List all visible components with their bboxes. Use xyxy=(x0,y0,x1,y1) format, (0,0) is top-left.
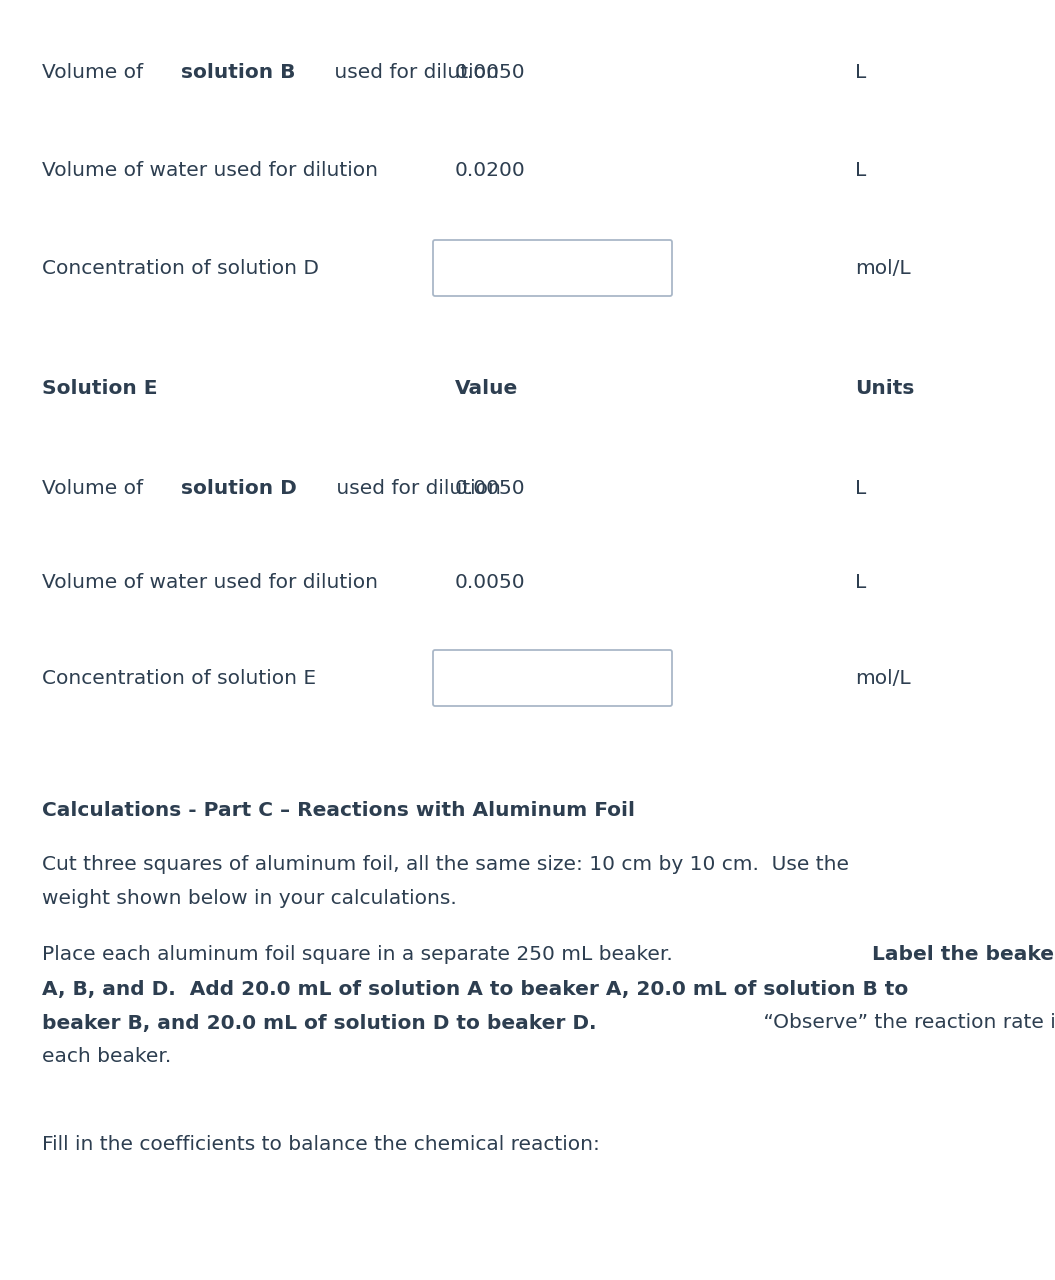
Text: beaker B, and 20.0 mL of solution D to beaker D.: beaker B, and 20.0 mL of solution D to b… xyxy=(42,1014,596,1033)
Text: Cut three squares of aluminum foil, all the same size: 10 cm by 10 cm.  Use the: Cut three squares of aluminum foil, all … xyxy=(42,855,849,874)
Text: A, B, and D.  Add 20.0 mL of solution A to beaker A, 20.0 mL of solution B to: A, B, and D. Add 20.0 mL of solution A t… xyxy=(42,979,908,998)
Text: Fill in the coefficients to balance the chemical reaction:: Fill in the coefficients to balance the … xyxy=(42,1135,600,1155)
Text: “Observe” the reaction rate in: “Observe” the reaction rate in xyxy=(757,1014,1055,1033)
Text: 0.0200: 0.0200 xyxy=(455,160,525,179)
Text: Volume of: Volume of xyxy=(42,479,150,498)
Text: L: L xyxy=(855,573,866,593)
Text: weight shown below in your calculations.: weight shown below in your calculations. xyxy=(42,890,457,909)
FancyBboxPatch shape xyxy=(433,241,672,296)
Text: Solution E: Solution E xyxy=(42,379,157,398)
Text: Concentration of solution E: Concentration of solution E xyxy=(42,668,316,687)
FancyBboxPatch shape xyxy=(433,650,672,707)
Text: 0.0050: 0.0050 xyxy=(455,479,525,498)
Text: 0.0050: 0.0050 xyxy=(455,63,525,82)
Text: used for dilution: used for dilution xyxy=(328,63,499,82)
Text: 0.0050: 0.0050 xyxy=(455,573,525,593)
Text: Volume of water used for dilution: Volume of water used for dilution xyxy=(42,160,378,179)
Text: Calculations - Part C – Reactions with Aluminum Foil: Calculations - Part C – Reactions with A… xyxy=(42,800,635,819)
Text: solution B: solution B xyxy=(180,63,295,82)
Text: mol/L: mol/L xyxy=(855,668,910,687)
Text: solution D: solution D xyxy=(180,479,296,498)
Text: Value: Value xyxy=(455,379,518,398)
Text: Concentration of solution D: Concentration of solution D xyxy=(42,259,319,278)
Text: used for dilution: used for dilution xyxy=(330,479,501,498)
Text: Place each aluminum foil square in a separate 250 mL beaker.: Place each aluminum foil square in a sep… xyxy=(42,946,686,965)
Text: Label the beakers: Label the beakers xyxy=(872,946,1055,965)
Text: L: L xyxy=(855,160,866,179)
Text: Volume of water used for dilution: Volume of water used for dilution xyxy=(42,573,378,593)
Text: Units: Units xyxy=(855,379,915,398)
Text: each beaker.: each beaker. xyxy=(42,1047,171,1066)
Text: L: L xyxy=(855,63,866,82)
Text: L: L xyxy=(855,479,866,498)
Text: Volume of: Volume of xyxy=(42,63,150,82)
Text: mol/L: mol/L xyxy=(855,259,910,278)
